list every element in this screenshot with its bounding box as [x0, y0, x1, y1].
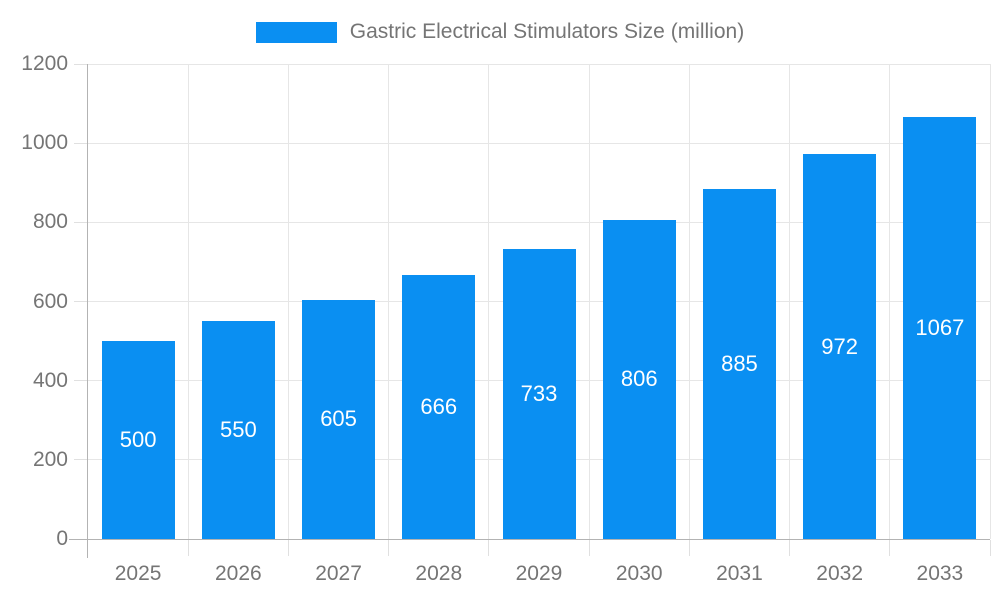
bar-2025[interactable]: 500	[101, 341, 175, 539]
y-axis-tick-label: 0	[56, 527, 68, 550]
legend-swatch	[255, 21, 337, 43]
bar-2027[interactable]: 605	[302, 299, 376, 539]
y-tick-1000	[74, 142, 87, 144]
bar-value-label: 972	[821, 333, 859, 359]
y-axis-tick-label: 600	[32, 289, 68, 313]
gridline-y-1200	[88, 63, 990, 65]
bar-value-label: 1067	[915, 314, 965, 340]
x-tick-boundary-1	[187, 540, 189, 556]
x-tick-boundary-9	[989, 540, 991, 556]
gridline-x-boundary-4	[488, 64, 490, 539]
y-tick-800	[74, 221, 87, 223]
y-axis-tick-label: 400	[32, 368, 68, 392]
x-tick-boundary-2	[287, 540, 289, 556]
bar-value-label: 550	[219, 417, 257, 443]
x-axis-tick-label: 2030	[615, 562, 663, 585]
plot-area: 500 550 605 666 733 806 885 972 1067	[69, 63, 991, 558]
y-axis-baseline-extension	[87, 540, 88, 558]
bar-2033[interactable]: 1067	[903, 116, 977, 539]
x-axis-tick-label: 2028	[415, 562, 463, 585]
gridline-x-boundary-7	[789, 64, 791, 539]
gridline-x-boundary-8	[889, 64, 891, 539]
gridline-x-boundary-6	[688, 64, 690, 539]
gridline-y-1000	[88, 142, 990, 144]
bar-value-label: 666	[420, 394, 458, 420]
x-axis-tick-label: 2032	[816, 562, 864, 585]
y-axis-tick-label: 1200	[21, 52, 68, 75]
legend: Gastric Electrical Stimulators Size (mil…	[0, 20, 1000, 44]
bar-value-label: 500	[119, 427, 157, 453]
x-axis-tick-label: 2025	[114, 562, 162, 585]
bar-value-label: 605	[320, 406, 357, 432]
bar-value-label: 806	[620, 366, 658, 392]
x-axis-tick-label: 2026	[214, 562, 262, 585]
x-axis-tick-label: 2031	[716, 562, 763, 585]
y-axis-tick-label: 200	[32, 447, 68, 471]
gridline-x-boundary-1	[187, 64, 189, 539]
bar-2032[interactable]: 972	[803, 154, 877, 539]
x-tick-boundary-8	[889, 540, 891, 556]
y-axis-labels: 0 200 400 600 800 1000 1200	[0, 52, 68, 550]
bar-2031[interactable]: 885	[702, 188, 776, 539]
gridline-x-boundary-3	[388, 64, 390, 539]
x-axis-tick-label: 2027	[315, 562, 362, 585]
bar-value-label: 733	[520, 380, 558, 406]
x-axis-tick-label: 2033	[916, 562, 964, 585]
x-axis-tick-label: 2029	[515, 562, 563, 585]
x-axis-labels: 2025 2026 2027 2028 2029 2030 2031 2032 2033	[88, 560, 990, 590]
x-tick-boundary-4	[488, 540, 490, 556]
gridline-y-800	[88, 221, 990, 223]
x-tick-boundary-7	[789, 540, 791, 556]
x-axis-baseline-extension	[69, 539, 87, 540]
y-axis-tick-label: 1000	[21, 131, 68, 155]
bar-2026[interactable]: 550	[201, 321, 275, 539]
bar-2030[interactable]: 806	[602, 219, 676, 539]
legend-label: Gastric Electrical Stimulators Size (mil…	[349, 20, 745, 43]
y-axis-tick-label: 800	[32, 210, 68, 234]
y-tick-200	[74, 459, 87, 461]
gridline-x-boundary-9	[989, 64, 991, 539]
bar-2028[interactable]: 666	[402, 275, 476, 539]
x-tick-boundary-5	[588, 540, 590, 556]
y-tick-600	[74, 301, 87, 302]
x-tick-boundary-6	[688, 540, 690, 556]
x-tick-boundary-3	[388, 540, 390, 556]
gridline-x-boundary-5	[588, 64, 590, 539]
bar-2029[interactable]: 733	[502, 248, 576, 539]
y-tick-1200	[74, 63, 87, 65]
bar-value-label: 885	[721, 350, 758, 376]
gridline-x-boundary-2	[287, 64, 289, 539]
y-tick-400	[74, 380, 87, 382]
